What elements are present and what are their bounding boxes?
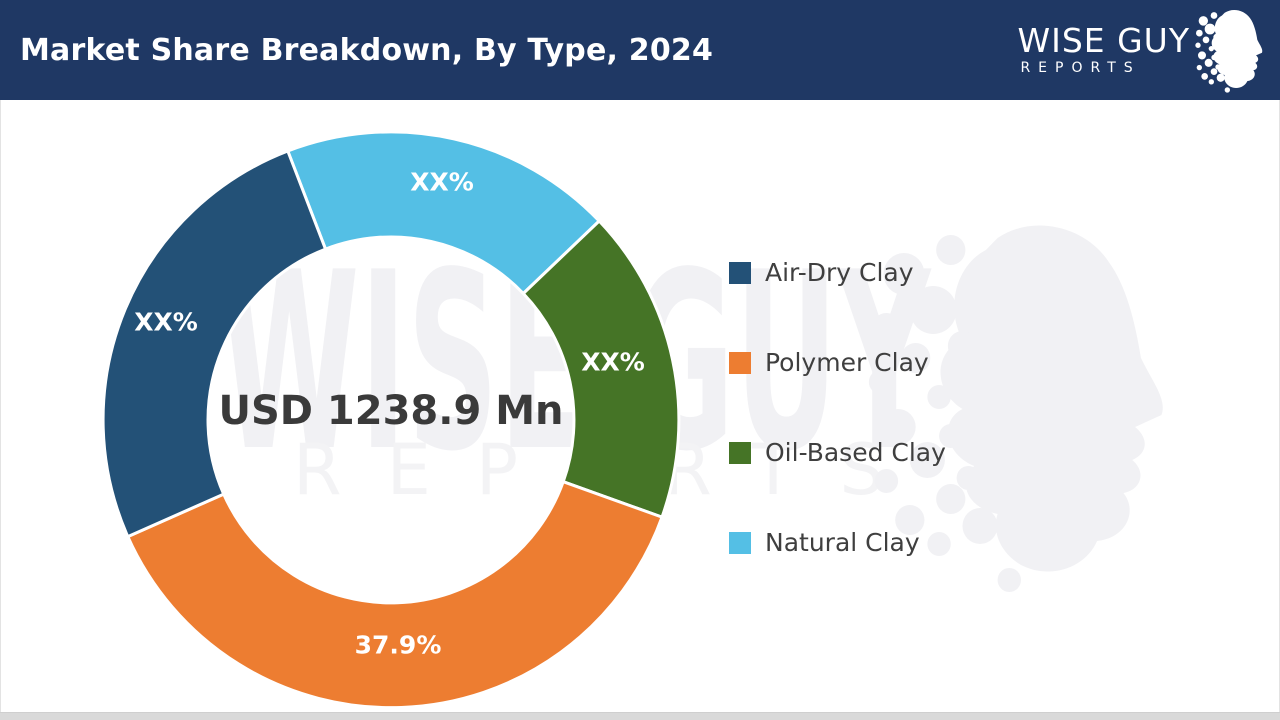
footer-bar [0,712,1280,720]
brand-subtitle: REPORTS [1020,60,1141,76]
legend-item-natural-clay[interactable]: Natural Clay [729,528,946,557]
brand-logo: WISE GUY REPORTS [1017,0,1266,100]
chart-legend: Air-Dry Clay Polymer Clay Oil-Based Clay… [729,258,946,557]
legend-swatch-natural-clay [729,532,751,554]
brand-logo-text: WISE GUY REPORTS [1017,24,1190,76]
legend-label: Oil-Based Clay [765,438,946,467]
legend-label: Natural Clay [765,528,920,557]
brand-name: WISE GUY [1017,21,1190,60]
header: Market Share Breakdown, By Type, 2024 WI… [0,0,1280,100]
legend-label: Polymer Clay [765,348,929,377]
legend-item-air-dry-clay[interactable]: Air-Dry Clay [729,258,946,287]
legend-label: Air-Dry Clay [765,258,914,287]
legend-item-oil-based-clay[interactable]: Oil-Based Clay [729,438,946,467]
brand-face-icon [1195,9,1263,93]
legend-swatch-polymer-clay [729,352,751,374]
donut-center-value: USD 1238.9 Mn [218,388,564,434]
legend-swatch-oil-based-clay [729,442,751,464]
donut-chart: XX% XX% XX% 37.9% USD 1238.9 Mn [96,125,686,715]
slice-label-natural-clay: XX% [410,167,474,197]
legend-item-polymer-clay[interactable]: Polymer Clay [729,348,946,377]
slice-polymer-clay[interactable] [126,480,664,710]
slice-air-dry-clay[interactable] [101,149,327,539]
slice-label-polymer-clay: 37.9% [354,630,442,660]
slice-label-air-dry-clay: XX% [134,307,198,337]
slice-oil-based-clay[interactable] [521,219,681,519]
slice-label-oil-based-clay: XX% [581,347,645,377]
chart-canvas: WISE GUY REPORTS XX% XX% XX% 37.9% USD 1… [0,100,1280,712]
page-title: Market Share Breakdown, By Type, 2024 [20,32,714,68]
legend-swatch-air-dry-clay [729,262,751,284]
